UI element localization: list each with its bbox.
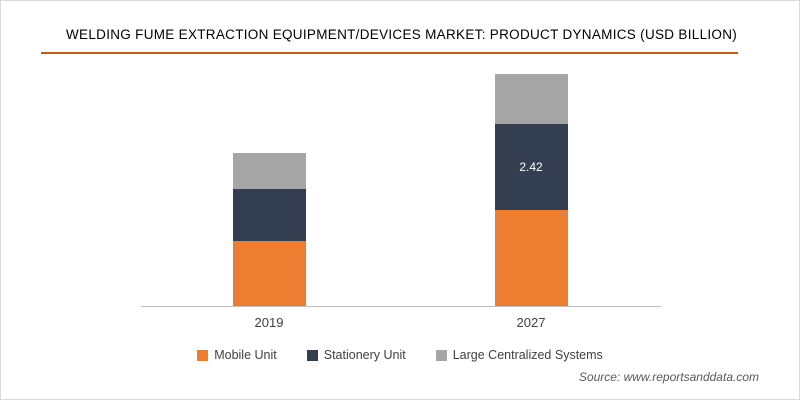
legend: Mobile Unit Stationery Unit Large Centrali…	[1, 348, 799, 362]
chart-title: WELDING FUME EXTRACTION EQUIPMENT/DEVICE…	[66, 27, 738, 42]
bar-2027: 2.42	[494, 74, 568, 306]
legend-item-large-centralized-systems: Large Centralized Systems	[435, 348, 603, 362]
title-underline	[41, 52, 738, 54]
source-credit: Source: www.reportsanddata.com	[578, 370, 759, 384]
legend-label-stationery-unit: Stationery Unit	[323, 348, 406, 362]
segment-large-centralized-systems-2027	[494, 74, 568, 124]
legend-swatch-large-centralized-systems	[435, 349, 447, 361]
legend-swatch-stationery-unit	[306, 349, 318, 361]
segment-stationery-unit-2027: 2.42	[494, 123, 568, 210]
legend-label-large-centralized-systems: Large Centralized Systems	[452, 348, 603, 362]
data-label-stationery-unit-2027: 2.42	[519, 159, 543, 174]
segment-mobile-unit-2027	[494, 209, 568, 306]
legend-swatch-mobile-unit	[197, 349, 209, 361]
bar-2019	[232, 153, 306, 306]
plot-area: 2.42	[141, 61, 661, 307]
segment-mobile-unit-2019	[232, 240, 306, 306]
legend-item-mobile-unit: Mobile Unit	[197, 348, 277, 362]
x-axis-label-2027: 2027	[516, 315, 546, 330]
legend-item-stationery-unit: Stationery Unit	[306, 348, 406, 362]
legend-label-mobile-unit: Mobile Unit	[214, 348, 277, 362]
x-axis-label-2019: 2019	[254, 315, 284, 330]
segment-large-centralized-systems-2019	[232, 153, 306, 189]
segment-stationery-unit-2019	[232, 188, 306, 241]
